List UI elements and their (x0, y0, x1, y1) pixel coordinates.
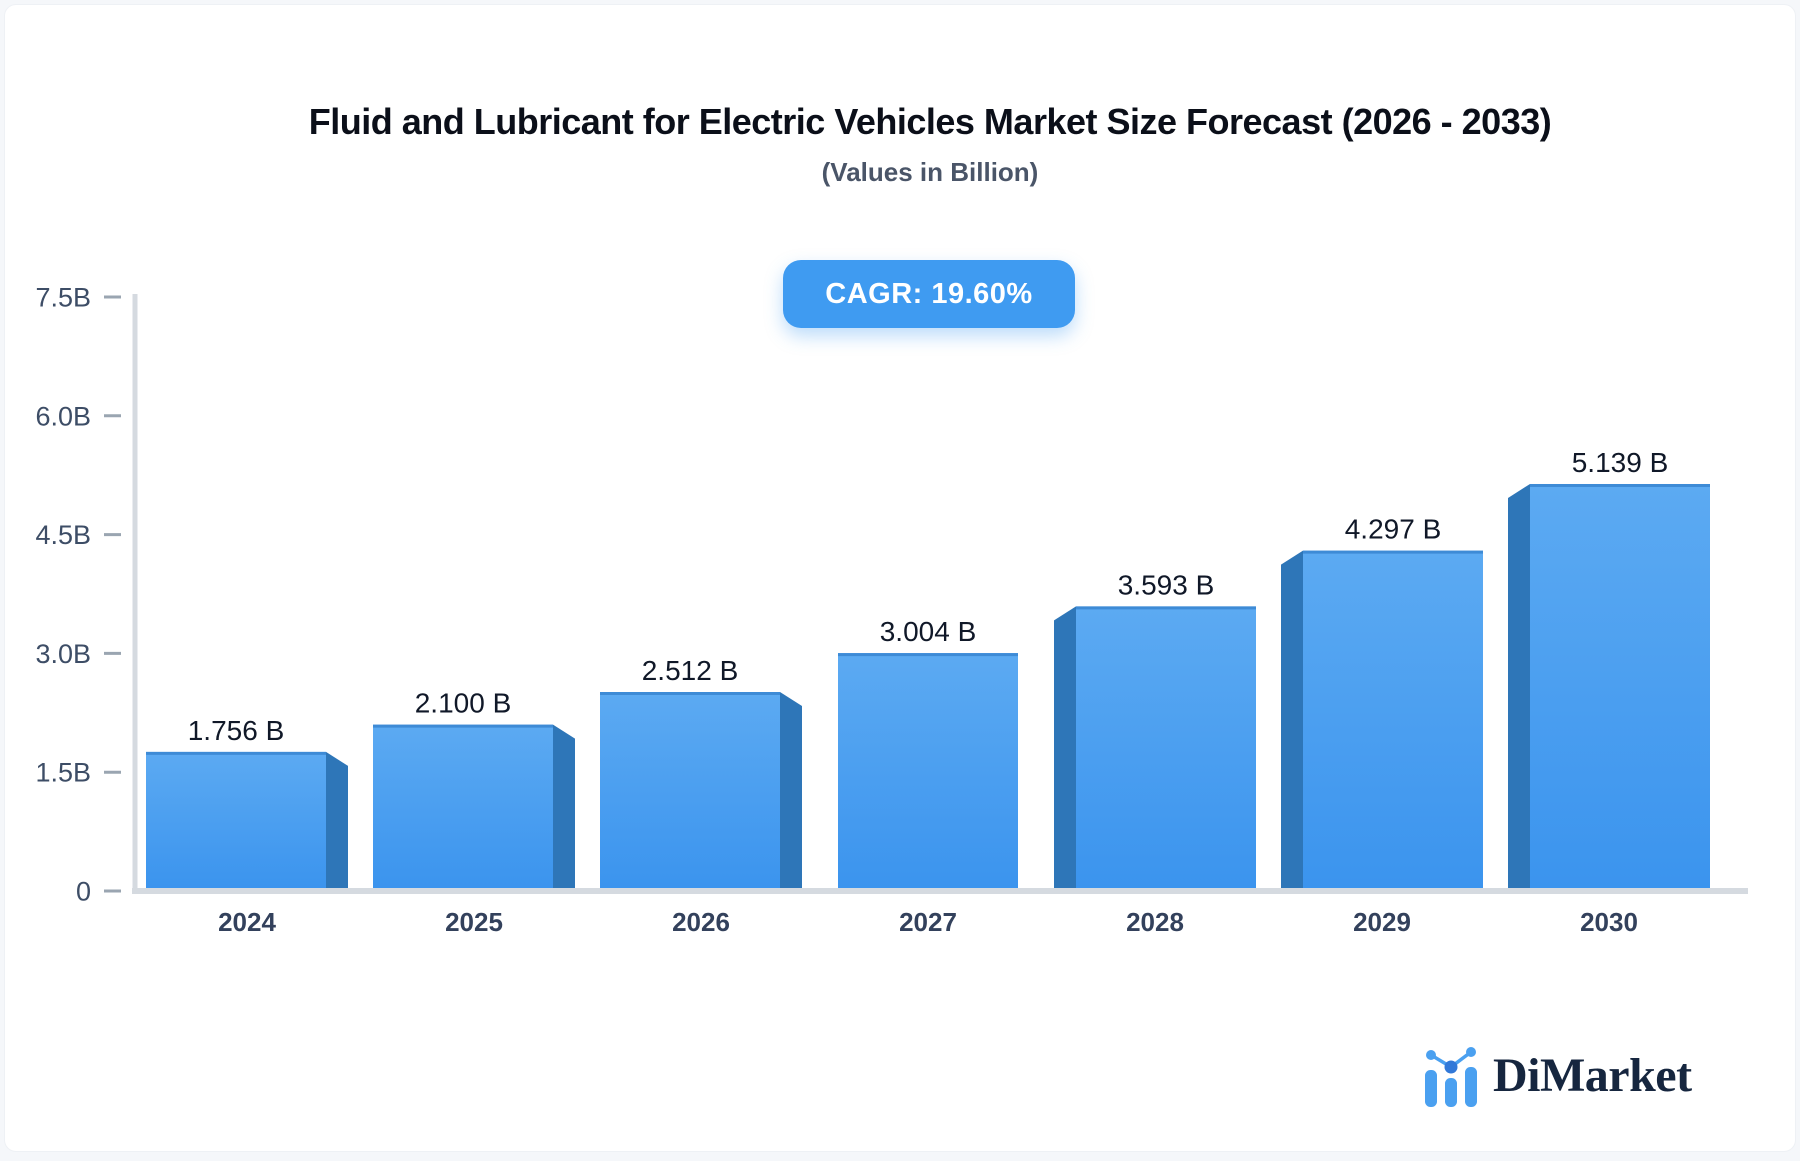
x-tick-label-2024: 2024 (218, 907, 276, 937)
bar-2026 (600, 692, 780, 888)
x-tick-label-2027: 2027 (899, 907, 957, 937)
bar-side-2024 (326, 751, 348, 888)
bar-value-label-2026: 2.512 B (642, 655, 739, 686)
bar-value-label-2028: 3.593 B (1118, 569, 1215, 600)
bar-side-2029 (1281, 550, 1303, 888)
bar-chart: 0 1.5B 3.0B 4.5B 6.0B 7.5B 1.756 B 2024 2.100 B 2… (35, 282, 1748, 937)
x-tick-label-2030: 2030 (1580, 907, 1638, 937)
bar-2027 (838, 653, 1018, 888)
bar-2028 (1076, 606, 1256, 888)
bar-side-2025 (553, 724, 575, 888)
chart-card: Fluid and Lubricant for Electric Vehicle… (4, 4, 1796, 1152)
bar-2025 (373, 724, 553, 888)
x-tick-label-2028: 2028 (1126, 907, 1184, 937)
chart-header: Fluid and Lubricant for Electric Vehicle… (135, 101, 1725, 188)
brand-name: DiMarket (1493, 1048, 1692, 1102)
bar-value-label-2025: 2.100 B (415, 688, 512, 719)
bar-value-label-2027: 3.004 B (880, 616, 977, 647)
bar-value-label-2030: 5.139 B (1572, 447, 1669, 478)
y-tick-label-0: 0 (76, 876, 91, 906)
cagr-badge: CAGR: 19.60% (783, 260, 1075, 328)
cagr-badge-label: CAGR: 19.60% (825, 277, 1033, 310)
bar-side-2030 (1508, 483, 1530, 888)
dimarket-logo-icon (1425, 1047, 1477, 1107)
y-tick-label-3.0B: 3.0B (35, 639, 91, 669)
x-tick-label-2026: 2026 (672, 907, 730, 937)
y-tick-label-4.5B: 4.5B (35, 520, 91, 550)
brand-logo: DiMarket (1423, 1043, 1692, 1107)
chart-subtitle: (Values in Billion) (821, 157, 1039, 187)
y-tick-label-6.0B: 6.0B (35, 401, 91, 431)
bar-side-2026 (780, 692, 802, 888)
x-tick-label-2029: 2029 (1353, 907, 1411, 937)
x-tick-label-2025: 2025 (445, 907, 503, 937)
bar-value-label-2024: 1.756 B (188, 715, 285, 746)
bar-2029 (1303, 550, 1483, 888)
y-tick-label-7.5B: 7.5B (35, 282, 91, 312)
chart-title: Fluid and Lubricant for Electric Vehicle… (308, 101, 1552, 142)
bar-2030 (1530, 483, 1710, 888)
bar-2024 (146, 751, 326, 888)
bar-side-2028 (1054, 606, 1076, 888)
y-tick-label-1.5B: 1.5B (35, 758, 91, 788)
bar-value-label-2029: 4.297 B (1345, 514, 1442, 545)
